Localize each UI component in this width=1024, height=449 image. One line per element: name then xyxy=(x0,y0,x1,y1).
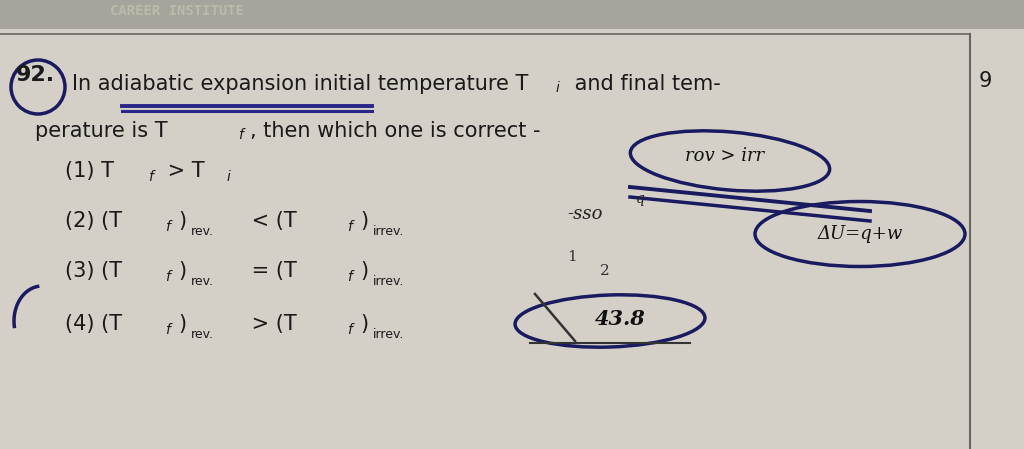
Text: (1) T: (1) T xyxy=(65,161,114,181)
Text: CAREER INSTITUTE: CAREER INSTITUTE xyxy=(110,4,244,18)
Text: rev.: rev. xyxy=(191,275,214,288)
Text: ): ) xyxy=(178,211,186,231)
Text: ): ) xyxy=(360,261,368,281)
Text: 1: 1 xyxy=(567,250,577,264)
Text: f: f xyxy=(165,323,170,337)
Text: f: f xyxy=(347,270,352,284)
Bar xyxy=(0,0,1024,29)
Text: f: f xyxy=(165,270,170,284)
Text: ): ) xyxy=(178,314,186,334)
Text: = (T: = (T xyxy=(245,261,297,281)
Text: perature is T: perature is T xyxy=(35,121,168,141)
Text: f: f xyxy=(238,128,243,142)
Text: rev.: rev. xyxy=(191,328,214,341)
Text: f: f xyxy=(148,170,153,184)
Text: > T: > T xyxy=(161,161,205,181)
Text: and final tem-: and final tem- xyxy=(568,74,721,94)
Text: (2) (T: (2) (T xyxy=(65,211,122,231)
Text: irrev.: irrev. xyxy=(373,225,404,238)
Text: i: i xyxy=(227,170,230,184)
Text: 92.: 92. xyxy=(16,65,55,85)
Text: < (T: < (T xyxy=(245,211,297,231)
Text: (4) (T: (4) (T xyxy=(65,314,122,334)
Text: q: q xyxy=(636,192,644,206)
Text: (3) (T: (3) (T xyxy=(65,261,122,281)
Text: f: f xyxy=(165,220,170,234)
Text: f: f xyxy=(347,220,352,234)
Text: ): ) xyxy=(178,261,186,281)
Text: irrev.: irrev. xyxy=(373,275,404,288)
Text: 9: 9 xyxy=(978,71,991,91)
Text: rov > irr: rov > irr xyxy=(685,147,765,165)
Text: ): ) xyxy=(360,211,368,231)
Text: 2: 2 xyxy=(600,264,610,278)
Text: i: i xyxy=(556,81,560,95)
Text: , then which one is correct -: , then which one is correct - xyxy=(250,121,541,141)
Text: 43.8: 43.8 xyxy=(595,309,645,329)
Text: ): ) xyxy=(360,314,368,334)
Text: ΔU=q+w: ΔU=q+w xyxy=(817,225,902,243)
Text: irrev.: irrev. xyxy=(373,328,404,341)
Text: In adiabatic expansion initial temperature T: In adiabatic expansion initial temperatu… xyxy=(72,74,528,94)
Text: > (T: > (T xyxy=(245,314,297,334)
Text: rev.: rev. xyxy=(191,225,214,238)
Text: f: f xyxy=(347,323,352,337)
Text: -sso: -sso xyxy=(567,205,603,223)
